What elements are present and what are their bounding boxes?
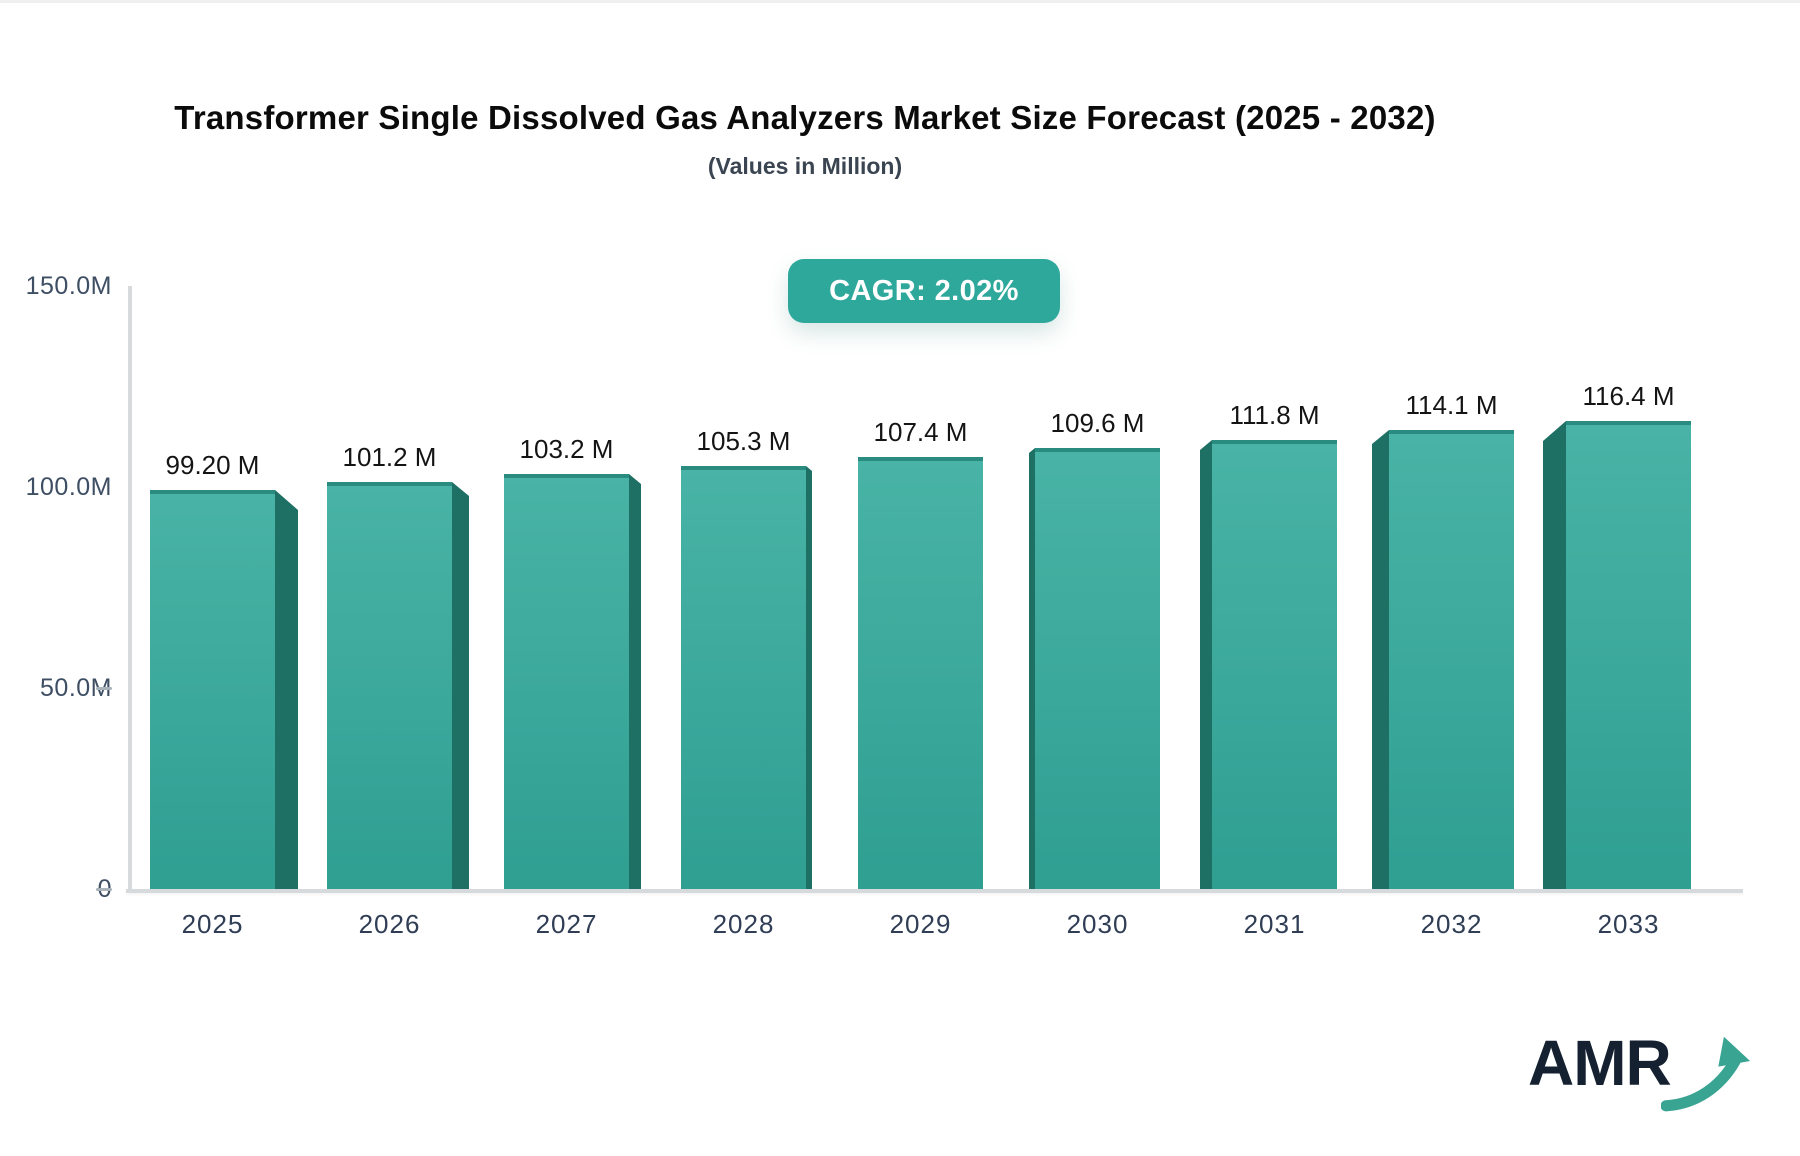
chart-subtitle: (Values in Million) bbox=[707, 153, 903, 179]
x-tick-label-2030: 2030 bbox=[1066, 909, 1129, 939]
bar-2027[interactable] bbox=[504, 474, 629, 889]
bar-value-label: 109.6 M bbox=[1050, 408, 1145, 438]
bar-side-face-2026 bbox=[452, 482, 469, 889]
cagr-badge-label: CAGR: 2.02% bbox=[829, 274, 1019, 307]
x-tick-label-2027: 2027 bbox=[535, 909, 598, 939]
cagr-badge: CAGR: 2.02% bbox=[788, 259, 1060, 323]
x-tick-label-2031: 2031 bbox=[1243, 909, 1306, 939]
y-tick-label: 150.0M bbox=[25, 272, 112, 300]
bar-2028[interactable] bbox=[681, 466, 806, 889]
bar-2025[interactable] bbox=[150, 490, 275, 889]
x-axis-line bbox=[126, 889, 1743, 893]
x-tick-label-2029: 2029 bbox=[889, 909, 952, 939]
bar-value-label: 101.2 M bbox=[342, 442, 437, 472]
bar-side-face-2025 bbox=[275, 490, 298, 889]
bar-value-label: 103.2 M bbox=[519, 434, 614, 464]
y-tick-mark bbox=[96, 687, 112, 690]
growth-arrow-icon bbox=[1660, 1036, 1750, 1112]
bar-2030[interactable] bbox=[1035, 448, 1160, 889]
bar-2029[interactable] bbox=[858, 457, 983, 889]
bar-side-face-2031 bbox=[1200, 440, 1212, 889]
x-tick-label-2026: 2026 bbox=[358, 909, 421, 939]
bar-side-face-2028 bbox=[806, 466, 812, 889]
bar-2031[interactable] bbox=[1212, 440, 1337, 889]
bar-value-label: 99.20 M bbox=[165, 450, 260, 480]
bar-value-label: 105.3 M bbox=[696, 426, 791, 456]
amr-logo: AMR bbox=[1528, 1031, 1757, 1117]
y-tick-label: 100.0M bbox=[25, 473, 112, 501]
chart-title: Transformer Single Dissolved Gas Analyze… bbox=[174, 99, 1436, 136]
bar-2026[interactable] bbox=[327, 482, 452, 889]
x-tick-label-2032: 2032 bbox=[1420, 909, 1483, 939]
bar-value-label: 107.4 M bbox=[873, 417, 968, 447]
bar-2033[interactable] bbox=[1566, 421, 1691, 889]
y-axis-line bbox=[128, 286, 132, 893]
y-tick-mark bbox=[96, 888, 112, 891]
bar-side-face-2033 bbox=[1543, 421, 1566, 889]
x-tick-label-2033: 2033 bbox=[1597, 909, 1660, 939]
bar-2032[interactable] bbox=[1389, 430, 1514, 889]
bar-side-face-2027 bbox=[629, 474, 641, 889]
bar-value-label: 111.8 M bbox=[1229, 400, 1320, 430]
bar-side-face-2030 bbox=[1029, 448, 1035, 889]
bar-value-label: 116.4 M bbox=[1582, 381, 1675, 411]
bar-value-label: 114.1 M bbox=[1405, 390, 1498, 420]
amr-logo-text: AMR bbox=[1528, 1027, 1672, 1099]
x-tick-label-2025: 2025 bbox=[181, 909, 244, 939]
x-tick-label-2028: 2028 bbox=[712, 909, 775, 939]
bar-side-face-2032 bbox=[1372, 430, 1389, 889]
